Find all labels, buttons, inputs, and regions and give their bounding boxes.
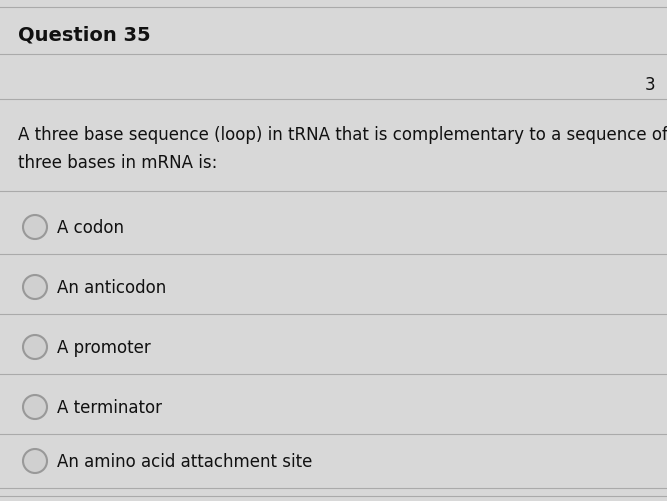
Text: An anticodon: An anticodon	[57, 279, 166, 297]
Text: three bases in mRNA is:: three bases in mRNA is:	[18, 154, 217, 172]
Circle shape	[23, 335, 47, 359]
Circle shape	[23, 395, 47, 419]
Circle shape	[23, 276, 47, 300]
Text: Question 35: Question 35	[18, 26, 151, 45]
Circle shape	[23, 215, 47, 239]
Text: 3: 3	[644, 76, 655, 94]
Text: A terminator: A terminator	[57, 398, 162, 416]
Text: A codon: A codon	[57, 218, 124, 236]
Text: A three base sequence (loop) in tRNA that is complementary to a sequence of: A three base sequence (loop) in tRNA tha…	[18, 126, 667, 144]
Circle shape	[23, 449, 47, 473]
Text: A promoter: A promoter	[57, 338, 151, 356]
Text: An amino acid attachment site: An amino acid attachment site	[57, 452, 312, 470]
